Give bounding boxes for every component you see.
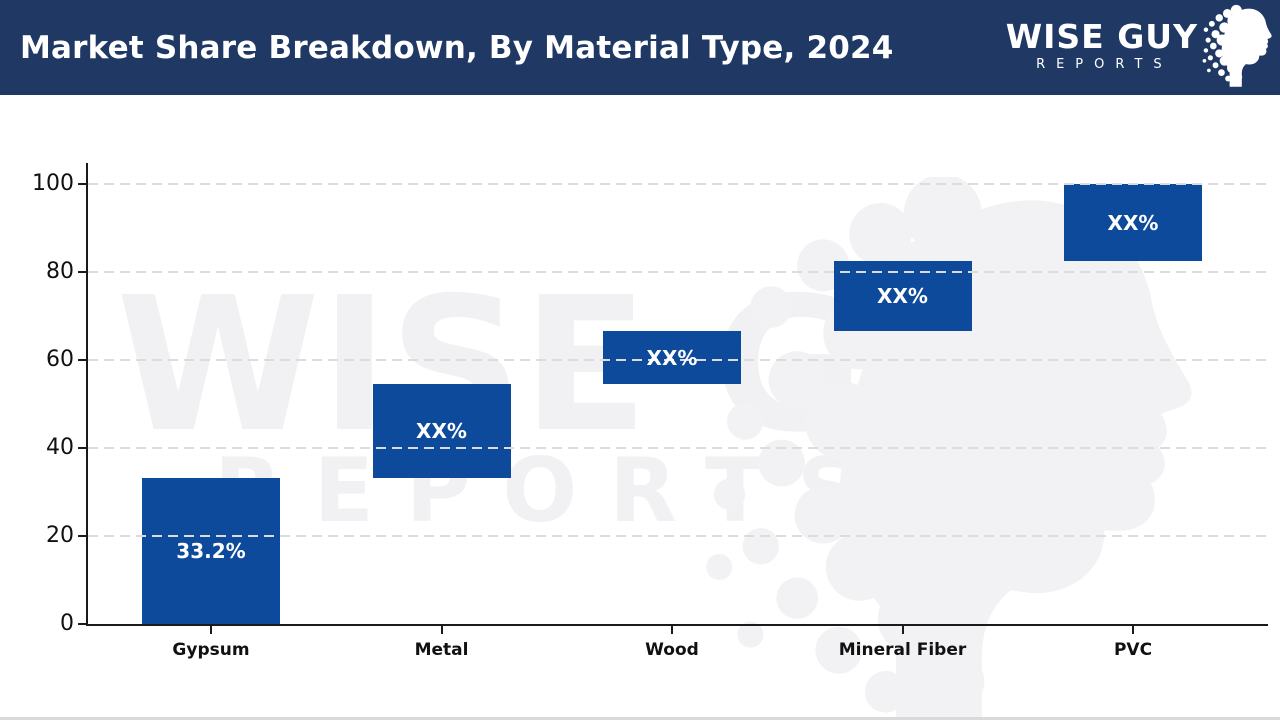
x-category-label-wood: Wood xyxy=(645,640,699,660)
gridline-60 xyxy=(88,359,1268,361)
logo-head-icon xyxy=(1202,4,1272,87)
logo-text: WISE GUY REPORTS xyxy=(1006,20,1198,72)
y-tick-label-20: 20 xyxy=(46,523,74,548)
y-tick-label-60: 60 xyxy=(46,347,74,372)
logo-subtext: REPORTS xyxy=(1036,57,1173,72)
y-tick-mark-40 xyxy=(78,447,86,449)
logo-wordmark: WISE GUY xyxy=(1005,17,1198,56)
header-bar: Market Share Breakdown, By Material Type… xyxy=(0,0,1280,95)
gridline-80 xyxy=(88,271,1268,273)
x-category-label-gypsum: Gypsum xyxy=(172,640,250,660)
x-axis-line xyxy=(86,624,1268,626)
x-tick-mark-mineral-fiber xyxy=(901,626,904,634)
y-tick-mark-20 xyxy=(78,535,86,537)
y-tick-label-100: 100 xyxy=(32,171,74,196)
gridline-100 xyxy=(88,183,1268,185)
bar-pvc xyxy=(1064,184,1202,261)
x-tick-mark-gypsum xyxy=(210,626,212,634)
bar-metal xyxy=(372,384,511,478)
gridline-20 xyxy=(88,535,1268,537)
y-tick-mark-80 xyxy=(78,271,86,273)
x-tick-mark-wood xyxy=(671,626,673,634)
chart-title: Market Share Breakdown, By Material Type… xyxy=(20,29,894,66)
x-category-label-mineral-fiber: Mineral Fiber xyxy=(838,640,967,660)
y-tick-label-0: 0 xyxy=(60,611,74,636)
y-tick-label-40: 40 xyxy=(46,435,74,460)
plot: 0 20 40 60 80 100 33.2% XX% XX% XX% XX% Gypsum Metal… xyxy=(0,95,1280,717)
gridline-40 xyxy=(88,447,1268,449)
x-category-label-pvc: PVC xyxy=(1113,640,1153,660)
y-axis-line xyxy=(86,163,88,626)
bar-wood xyxy=(603,331,741,385)
bottom-border xyxy=(0,717,1280,720)
y-tick-mark-100 xyxy=(78,183,86,185)
chart-area: WISE GUY REPORTS 0 20 40 60 80 100 33.2% XX% XX%… xyxy=(0,95,1280,717)
x-tick-mark-pvc xyxy=(1132,626,1134,634)
bar-gypsum xyxy=(142,477,280,624)
y-tick-label-80: 80 xyxy=(46,259,74,284)
x-category-label-metal: Metal xyxy=(414,640,469,660)
x-tick-mark-metal xyxy=(440,626,443,634)
y-tick-mark-0 xyxy=(78,623,86,625)
y-tick-mark-60 xyxy=(78,359,86,361)
brand-logo: WISE GUY REPORTS xyxy=(1006,4,1274,88)
